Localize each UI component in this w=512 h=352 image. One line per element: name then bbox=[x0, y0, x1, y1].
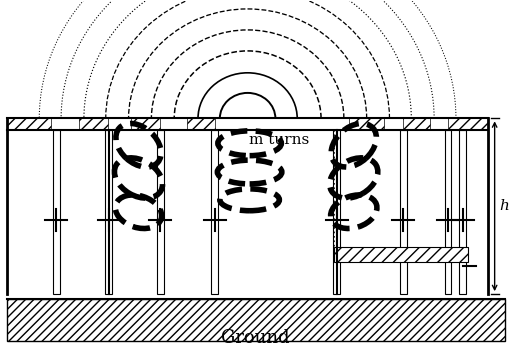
Text: h: h bbox=[500, 199, 509, 213]
Bar bbox=[187, 119, 215, 130]
Text: m turns: m turns bbox=[249, 133, 309, 147]
Bar bbox=[105, 130, 112, 294]
Bar bbox=[157, 130, 164, 294]
Bar bbox=[444, 130, 452, 294]
Bar bbox=[7, 299, 504, 341]
Bar bbox=[459, 130, 466, 294]
Bar bbox=[448, 119, 488, 130]
Bar bbox=[79, 119, 108, 130]
Bar bbox=[211, 130, 218, 294]
Bar bbox=[334, 247, 468, 262]
Bar bbox=[131, 119, 160, 130]
Bar bbox=[7, 119, 51, 130]
Bar bbox=[403, 119, 430, 130]
Bar bbox=[349, 119, 383, 130]
Bar bbox=[333, 130, 340, 294]
Text: Ground: Ground bbox=[221, 329, 290, 347]
Bar bbox=[400, 130, 407, 294]
Bar bbox=[53, 130, 59, 294]
